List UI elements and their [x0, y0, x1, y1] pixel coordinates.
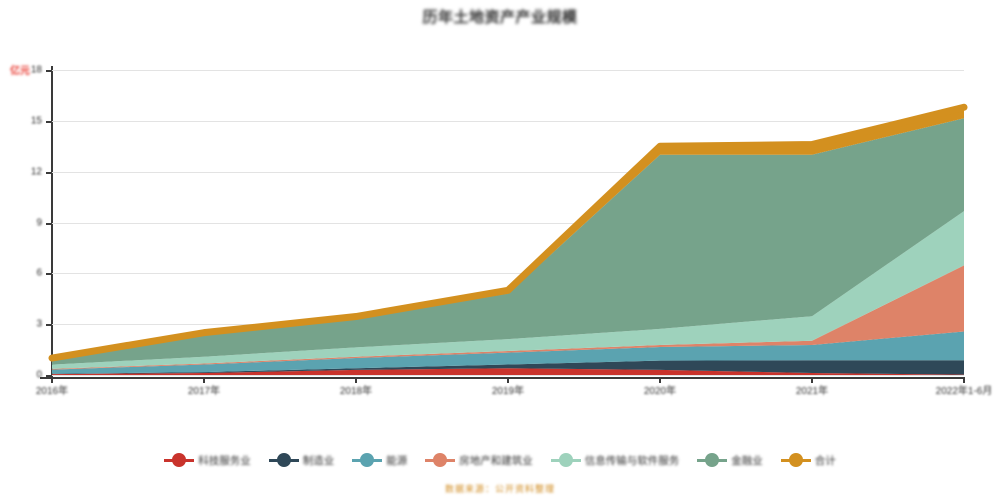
y-axis-tick-mark [46, 171, 52, 174]
y-axis-tick-mark [46, 120, 52, 123]
legend-item[interactable]: 制造业 [268, 453, 335, 468]
legend-swatch-icon [697, 453, 728, 467]
area-series [52, 368, 964, 375]
x-axis-tick-mark [963, 377, 965, 383]
gridline [52, 273, 964, 275]
y-axis-tick-label: 0 [36, 369, 42, 381]
legend-item-label: 合计 [814, 454, 836, 467]
legend-item[interactable]: 房地产和建筑业 [425, 453, 533, 468]
legend-item-label: 金融业 [731, 454, 763, 467]
area-series [52, 118, 964, 365]
x-axis-tick-mark [811, 377, 813, 383]
total-line-series [48, 103, 968, 362]
y-axis-tick-mark [46, 324, 52, 327]
legend-swatch-icon [268, 453, 299, 467]
y-axis-line [51, 66, 53, 378]
legend-item[interactable]: 合计 [780, 453, 836, 468]
x-axis-tick-label: 2017年 [187, 386, 221, 397]
y-axis-tick-mark [46, 273, 52, 276]
y-axis-tick-label: 12 [30, 166, 42, 178]
x-axis-tick-label: 2021年 [795, 386, 829, 397]
gridline [52, 222, 964, 224]
x-axis-tick-label: 2022年1-6月 [935, 386, 993, 397]
legend-swatch-icon [780, 453, 811, 467]
legend-item[interactable]: 科技服务业 [164, 453, 251, 468]
chart-title: 历年土地资产产业规模 [422, 9, 578, 26]
y-axis-tick-label: 3 [36, 318, 42, 330]
x-axis-tick-label: 2018年 [339, 386, 373, 397]
y-axis-tick-labels: 0 3 6 9 12 15 18 [0, 0, 50, 500]
y-axis-unit-badge: 亿元 [10, 66, 30, 77]
legend-swatch-icon [352, 453, 383, 467]
y-axis-tick-mark [46, 222, 52, 225]
legend-item-label: 能源 [386, 454, 408, 467]
x-axis-tick-mark [203, 377, 205, 383]
y-axis-tick-label: 15 [30, 115, 42, 127]
legend-item[interactable]: 能源 [352, 453, 407, 468]
area-series [52, 265, 964, 370]
gridline [52, 70, 964, 71]
legend-item-label: 制造业 [302, 454, 335, 467]
gridline [52, 375, 964, 376]
gridline [52, 171, 964, 173]
chart-legend: 科技服务业 制造业 能源 房地产和建筑业 信息传输与软件服务 金融业 合计 [0, 445, 1000, 475]
x-axis-tick-mark [51, 377, 53, 383]
x-axis-tick-labels: 2016年 2017年 2018年 2019年 2020年 2021年 2022年1-6月 [0, 382, 1000, 404]
legend-item[interactable]: 金融业 [697, 453, 763, 468]
y-axis-tick-label: 9 [36, 217, 42, 228]
legend-item-label: 信息传输与软件服务 [584, 454, 680, 467]
x-axis-tick-mark [355, 377, 357, 383]
y-axis-tick-mark [46, 375, 52, 377]
legend-item-label: 科技服务业 [198, 454, 251, 467]
x-axis-tick-mark [507, 377, 509, 383]
area-series-group [48, 103, 968, 375]
legend-item[interactable]: 信息传输与软件服务 [550, 453, 680, 468]
legend-item-label: 房地产和建筑业 [459, 454, 533, 467]
plot-area [48, 70, 968, 376]
legend-swatch-icon [550, 453, 581, 467]
x-axis-line [40, 377, 964, 379]
y-axis-tick-label: 6 [36, 267, 42, 279]
source-note: 数据来源：公开资料整理 [444, 484, 555, 494]
y-axis-tick-mark [46, 70, 52, 72]
gridline [52, 120, 964, 122]
area-series [52, 211, 964, 369]
legend-swatch-icon [164, 453, 195, 467]
y-axis-tick-label: 18 [30, 64, 42, 76]
area-series [52, 360, 964, 375]
x-axis-tick-label: 2020年 [643, 386, 677, 397]
x-axis-tick-label: 2016年 [35, 386, 69, 397]
legend-swatch-icon [425, 453, 456, 467]
x-axis-tick-label: 2019年 [491, 386, 525, 397]
x-axis-tick-mark [659, 377, 661, 383]
